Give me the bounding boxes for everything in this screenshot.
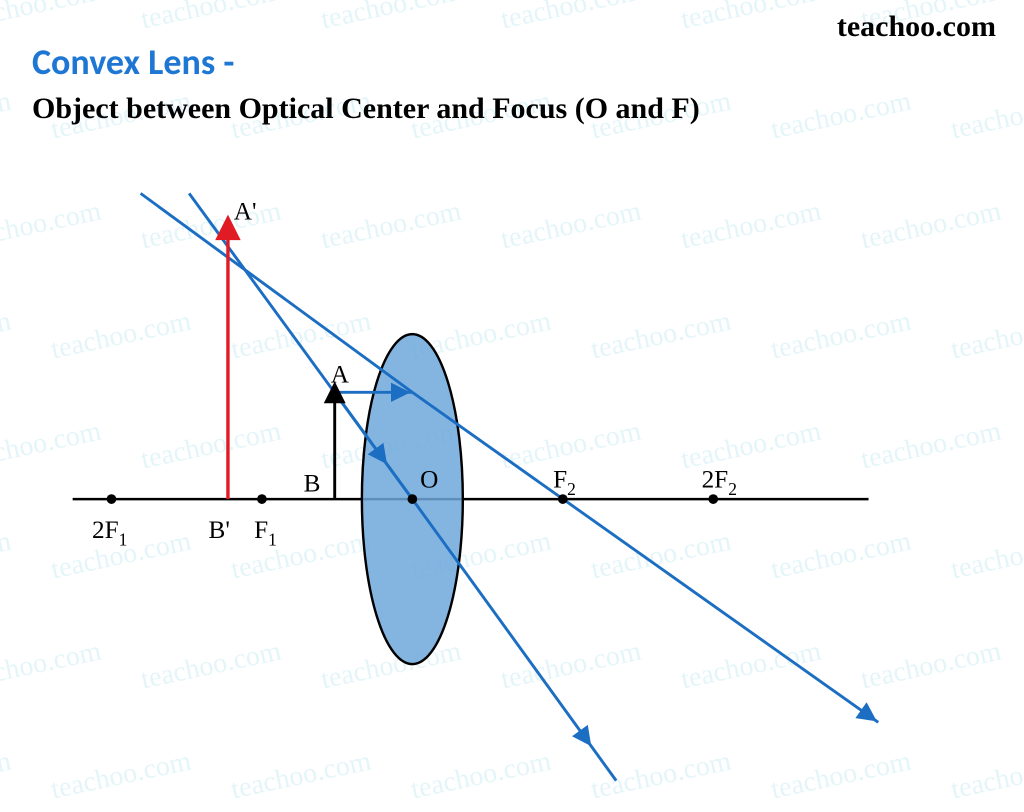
focal-point xyxy=(107,494,117,504)
ray-segment xyxy=(412,392,878,722)
ray-segment xyxy=(141,193,413,392)
ray-diagram: A'B'AB2F1F1OF22F2 xyxy=(30,140,950,800)
page-subtitle: Object between Optical Center and Focus … xyxy=(32,92,700,126)
svg-text:B: B xyxy=(304,470,321,497)
watermark: teachoo.com xyxy=(498,0,644,36)
watermark: teachoo.com xyxy=(138,0,284,36)
svg-text:2F1: 2F1 xyxy=(92,517,127,550)
watermark: teachoo.com xyxy=(0,526,14,587)
watermark: teachoo.com xyxy=(0,306,14,367)
svg-text:F1: F1 xyxy=(254,517,277,550)
watermark: teachoo.com xyxy=(948,86,1024,147)
watermark: teachoo.com xyxy=(318,0,464,36)
ray-segment xyxy=(189,193,412,499)
focal-point xyxy=(408,494,418,504)
svg-text:A': A' xyxy=(234,199,257,226)
svg-text:B': B' xyxy=(209,517,230,544)
watermark: teachoo.com xyxy=(948,746,1024,807)
watermark: teachoo.com xyxy=(948,306,1024,367)
brand-watermark: teachoo.com xyxy=(837,10,996,44)
watermark: teachoo.com xyxy=(678,0,824,36)
watermark: teachoo.com xyxy=(0,0,104,36)
svg-text:O: O xyxy=(420,466,438,493)
focal-point xyxy=(708,494,718,504)
svg-text:A: A xyxy=(331,362,350,389)
svg-text:2F2: 2F2 xyxy=(702,466,737,499)
page-title: Convex Lens - xyxy=(32,40,234,84)
focal-point xyxy=(257,494,267,504)
watermark: teachoo.com xyxy=(0,86,14,147)
watermark: teachoo.com xyxy=(768,86,914,147)
watermark: teachoo.com xyxy=(0,746,14,807)
watermark: teachoo.com xyxy=(948,526,1024,587)
